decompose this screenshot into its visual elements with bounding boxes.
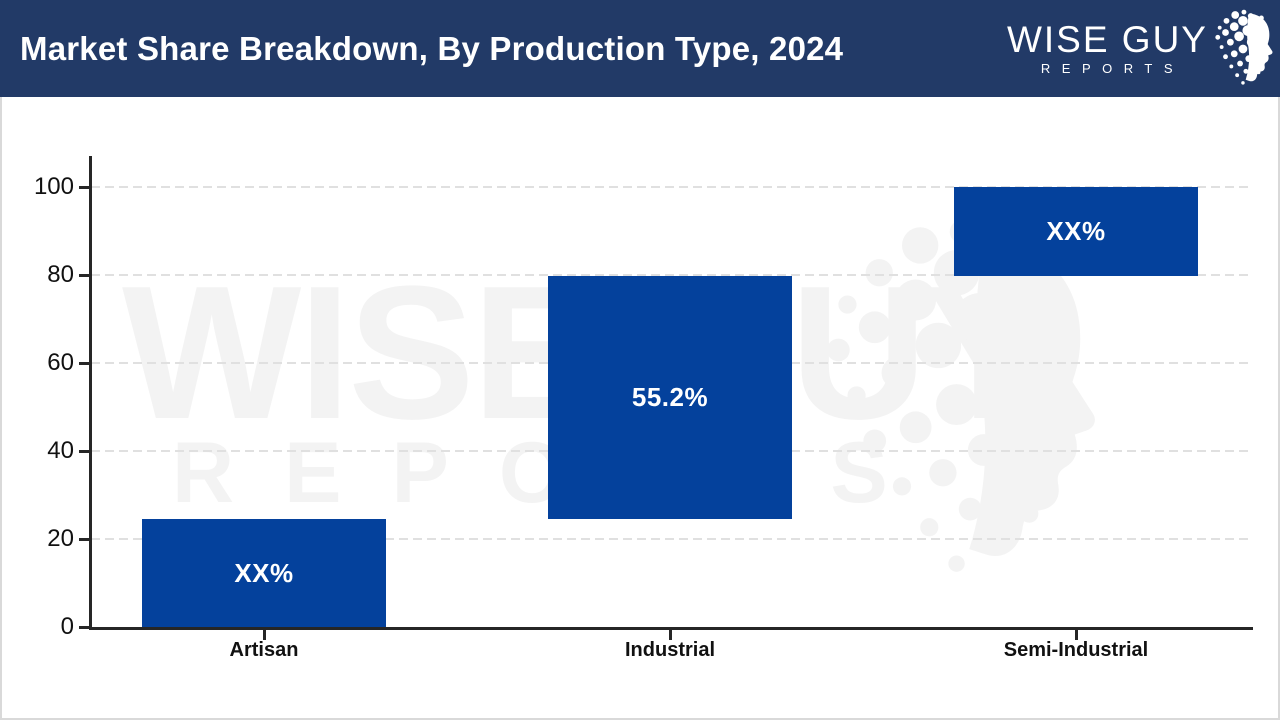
y-tick-label-80: 80 <box>47 261 74 288</box>
bar-value-label-artisan: XX% <box>234 557 294 588</box>
x-axis-label-artisan: Artisan <box>229 639 299 661</box>
y-tick-20 <box>79 537 89 541</box>
bar-industrial: 55.2% <box>548 276 792 520</box>
x-tick-artisan <box>262 630 266 640</box>
y-tick-label-20: 20 <box>47 525 74 552</box>
y-tick-label-0: 0 <box>60 613 74 640</box>
y-tick-label-100: 100 <box>33 173 74 200</box>
y-tick-60 <box>79 361 89 365</box>
x-tick-semi-industrial <box>1074 630 1078 640</box>
brand-name: WISE GUY <box>1006 18 1208 60</box>
y-axis-line <box>89 156 92 630</box>
x-tick-industrial <box>668 630 672 640</box>
bar-value-label-industrial: 55.2% <box>631 382 709 413</box>
brand-logo-text: WISE GUY REPORTS <box>1007 21 1208 76</box>
y-tick-40 <box>79 449 89 453</box>
brand-subtitle: REPORTS <box>1040 60 1185 76</box>
gridline-80 <box>91 274 1253 276</box>
brand-dotted-head-icon <box>1215 9 1273 85</box>
y-tick-0 <box>79 625 89 629</box>
gridline-100 <box>91 186 1253 188</box>
x-axis-label-industrial: Industrial <box>624 639 715 661</box>
y-tick-label-60: 60 <box>47 349 74 376</box>
x-axis-label-semi-industrial: Semi-Industrial <box>1003 639 1149 661</box>
gridline-20 <box>91 538 1253 540</box>
y-tick-80 <box>79 273 89 277</box>
x-axis-line <box>89 627 1253 630</box>
bar-value-label-semi-industrial: XX% <box>1046 216 1106 247</box>
header-band: Market Share Breakdown, By Production Ty… <box>0 0 1280 97</box>
y-tick-100 <box>79 185 89 189</box>
page-title: Market Share Breakdown, By Production Ty… <box>20 29 844 67</box>
y-tick-label-40: 40 <box>47 437 74 464</box>
brand-logo: WISE GUY REPORTS <box>1007 6 1274 90</box>
bar-artisan: XX% <box>142 519 386 627</box>
bar-semi-industrial: XX% <box>954 187 1198 277</box>
